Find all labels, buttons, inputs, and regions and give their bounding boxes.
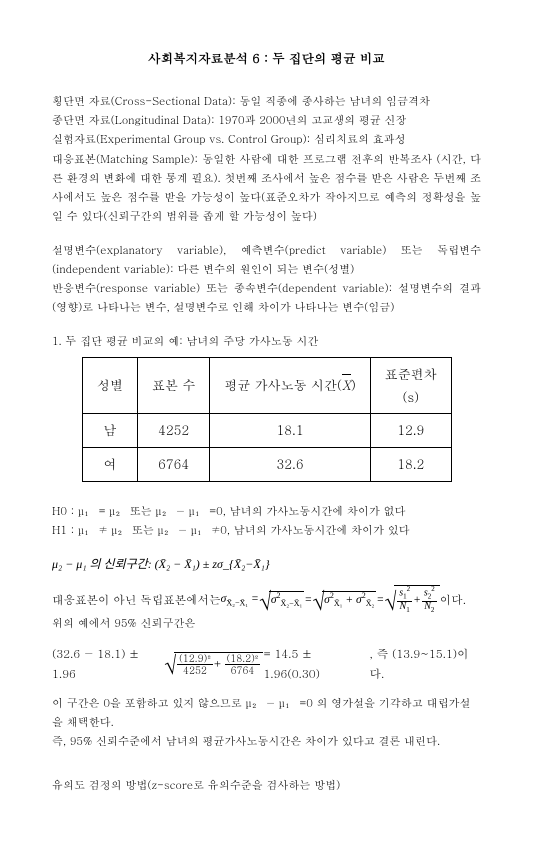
zscore-method: 유의도 검정의 방법(z-score로 유의수준을 검사하는 방법): [52, 776, 481, 795]
conclusion-2: 즉, 95% 신뢰수준에서 남녀의 평균가사노동시간은 차이가 있다고 결론 내…: [52, 732, 481, 751]
indep-lead: 대응표본이 아닌 독립표본에서는: [52, 590, 221, 610]
xbar-symbol: X: [342, 374, 351, 397]
cell-mean: 18.1: [210, 414, 370, 448]
hypothesis-h0: H0 : μ₁ = μ₂ 또는 μ₂ − μ₁ =0, 남녀의 가사노동시간에 …: [52, 502, 481, 521]
section-1-heading: 1. 두 집단 평균 비교의 예: 남녀의 주당 가사노동 시간: [52, 332, 481, 351]
def-cross-sectional: 횡단면 자료(Cross-Sectional Data): 동일 직종에 종사하…: [52, 92, 481, 111]
cell-sd: 12.9: [370, 414, 451, 448]
col-header-mean: 평균 가사노동 시간(X): [210, 357, 370, 414]
col-header-gender: 성별: [83, 357, 138, 414]
def-experimental: 실험자료(Experimental Group vs. Control Grou…: [52, 130, 481, 149]
def-explanatory-variable: 설명변수(explanatory variable), 예측변수(predict…: [52, 241, 481, 280]
col-header-n: 표본 수: [138, 357, 210, 414]
definitions-block: 횡단면 자료(Cross-Sectional Data): 동일 직종에 종사하…: [52, 92, 481, 227]
ci-calculation: (32.6 − 18.1) ± 1.96 √ (12.9)²4252 + (18…: [52, 644, 481, 684]
cell-gender: 남: [83, 414, 138, 448]
variables-block: 설명변수(explanatory variable), 예측변수(predict…: [52, 241, 481, 318]
cell-mean: 32.6: [210, 448, 370, 482]
cell-gender: 여: [83, 448, 138, 482]
page-title: 사회복지자료분석 6 : 두 집단의 평균 비교: [52, 48, 481, 70]
sqrt-icon: √ σ2X̄₂−X̄₁: [259, 591, 305, 608]
frac-den: 4252: [181, 665, 209, 676]
independent-sample-formula: 대응표본이 아닌 독립표본에서는 σX̄₂−X̄₁ = √ σ2X̄₂−X̄₁ …: [52, 585, 481, 614]
def-response-variable: 반응변수(response variable) 또는 종속변수(dependen…: [52, 279, 481, 318]
sqrt-icon: √ (12.9)²4252 + (18.2)²6764: [164, 652, 264, 675]
col-header-mean-suffix: ): [351, 375, 356, 394]
col-header-mean-prefix: 평균 가사노동 시간(: [224, 375, 342, 394]
indep-tail: 이다.: [440, 590, 466, 610]
table-row: 여 6764 32.6 18.2: [83, 448, 452, 482]
calc-prefix: (32.6 − 18.1) ± 1.96: [52, 644, 164, 684]
col-header-sd: 표준편차 (s): [370, 357, 451, 414]
hypothesis-h1: H1 : μ₁ ≠ μ₂ 또는 μ₂ − μ₁ ≠0, 남녀의 가사노동시간에 …: [52, 521, 481, 540]
ci-formula: μ₂ − μ₁ 의 신뢰구간: (X̄₂ − X̄₁) ± zσ_{X̄₂−X̄…: [52, 554, 481, 575]
calc-mid: = 14.5 ± 1.96(0.30): [263, 644, 369, 684]
cell-n: 6764: [138, 448, 210, 482]
def-matching-sample: 대응표본(Matching Sample): 동일한 사람에 대한 프로그램 전…: [52, 150, 481, 227]
sqrt-icon: √ s12N1 + s22N2: [384, 585, 440, 614]
table-row: 남 4252 18.1 12.9: [83, 414, 452, 448]
sigma-symbol: σX̄₂−X̄₁ =: [221, 589, 259, 610]
cell-n: 4252: [138, 414, 210, 448]
equals: =: [304, 590, 312, 610]
housework-table: 성별 표본 수 평균 가사노동 시간(X) 표준편차 (s) 남 4252 18…: [82, 357, 452, 482]
example-lead: 위의 예에서 95% 신뢰구간은: [52, 614, 481, 633]
table-header-row: 성별 표본 수 평균 가사노동 시간(X) 표준편차 (s): [83, 357, 452, 414]
frac-den: 6764: [229, 665, 257, 676]
calc-suffix: , 즉 (13.9~15.1)이다.: [370, 644, 482, 684]
def-longitudinal: 종단면 자료(Longitudinal Data): 1970과 2000년의 …: [52, 111, 481, 130]
cell-sd: 18.2: [370, 448, 451, 482]
sqrt-icon: √ σ2X̄₁ + σ2X̄₂: [312, 591, 376, 608]
equals: =: [376, 590, 384, 610]
conclusion-1: 이 구간은 0을 포함하고 있지 않으므로 μ₂ − μ₁ =0 의 영가설을 …: [52, 694, 481, 733]
